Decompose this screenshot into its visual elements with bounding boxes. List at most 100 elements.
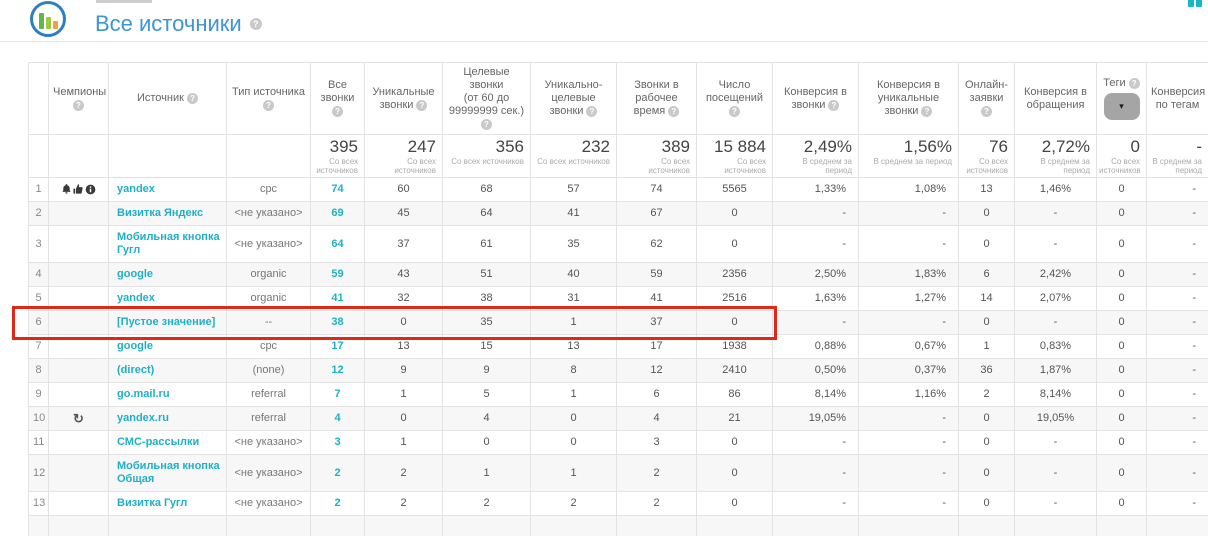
page-header: Все источники ? xyxy=(95,11,262,37)
metric-cell: - xyxy=(1014,201,1097,226)
metric-cell: 0 xyxy=(1096,310,1147,335)
column-header-label: Звонки в рабочее время xyxy=(633,79,679,117)
source-link[interactable]: google xyxy=(117,340,154,352)
metric-cell: 21 xyxy=(696,406,773,431)
source-link[interactable]: (direct) xyxy=(117,364,155,376)
metric-cell: 19,05% xyxy=(1014,406,1097,431)
column-help-icon[interactable]: ? xyxy=(981,106,992,117)
totals-cell: 0 Со всех источников xyxy=(1096,134,1147,178)
source-cell: google xyxy=(108,334,227,359)
column-help-icon[interactable]: ? xyxy=(263,99,274,111)
source-type-cell: cpc xyxy=(226,177,311,202)
thumbs-up-icon xyxy=(73,184,84,195)
metric-cell: 0,67% xyxy=(858,334,959,359)
metric-cell: 69 xyxy=(310,201,365,226)
column-help-icon[interactable]: ? xyxy=(73,99,84,111)
totals-caption: В среднем за период xyxy=(802,157,852,175)
all-calls-link[interactable]: 59 xyxy=(331,268,344,280)
metric-cell: - xyxy=(1146,358,1208,383)
metric-cell: - xyxy=(858,310,959,335)
metric-cell: 0,37% xyxy=(858,358,959,383)
column-help-icon[interactable]: ? xyxy=(921,106,933,117)
metric-cell: - xyxy=(858,201,959,226)
metric-cell: 0 xyxy=(696,454,773,492)
column-help-icon[interactable]: ? xyxy=(668,106,680,117)
column-help-icon[interactable]: ? xyxy=(481,119,492,130)
metric-cell: - xyxy=(858,430,959,455)
all-calls-link[interactable]: 41 xyxy=(331,292,344,304)
table-row: 5 yandex organic 41 32 38 31 41 2516 1,63% 1,27% 14… xyxy=(28,286,1208,311)
metric-cell: 3 xyxy=(616,430,697,455)
metric-cell: 6 xyxy=(958,262,1015,287)
column-help-icon[interactable]: ? xyxy=(1128,78,1140,89)
metric-cell: 4 xyxy=(442,406,531,431)
column-header-14: Теги ? ▾ xyxy=(1096,62,1147,135)
metric-cell: 0 xyxy=(1096,286,1147,311)
source-link[interactable]: Мобильная кнопка Общая xyxy=(117,460,220,485)
column-help-icon[interactable]: ? xyxy=(187,93,199,104)
all-calls-link[interactable]: 12 xyxy=(331,364,344,376)
column-help-icon[interactable]: ? xyxy=(332,106,343,117)
all-calls-link[interactable]: 17 xyxy=(331,340,344,352)
all-calls-link[interactable]: 69 xyxy=(331,207,344,219)
row-number-cell: 9 xyxy=(28,382,49,407)
column-help-icon[interactable]: ? xyxy=(828,99,840,111)
metric-cell: 0 xyxy=(1096,334,1147,359)
source-link[interactable]: СМС-рассылки xyxy=(117,436,200,448)
metric-cell: 14 xyxy=(958,286,1015,311)
all-calls-link[interactable]: 64 xyxy=(331,237,344,250)
metric-cell: 0 xyxy=(958,491,1015,516)
metric-cell: 1,83% xyxy=(858,262,959,287)
row-number-cell: 12 xyxy=(28,454,49,492)
all-calls-link[interactable]: 74 xyxy=(331,183,344,195)
all-calls-link[interactable]: 3 xyxy=(334,436,341,448)
metric-cell: 37 xyxy=(616,310,697,335)
metric-cell: 4 xyxy=(616,406,697,431)
metric-cell: 1,46% xyxy=(1014,177,1097,202)
metric-cell: - xyxy=(1146,491,1208,516)
column-help-icon[interactable]: ? xyxy=(729,106,740,117)
column-header-label: Число посещений xyxy=(705,79,764,104)
all-calls-link[interactable]: 7 xyxy=(334,388,341,400)
metric-cell: 0 xyxy=(364,310,443,335)
metric-cell: 2 xyxy=(958,382,1015,407)
column-help-icon[interactable]: ? xyxy=(416,99,428,111)
metric-cell: 2 xyxy=(530,491,617,516)
source-link[interactable]: [Пустое значение] xyxy=(117,316,216,328)
source-link[interactable]: yandex xyxy=(117,292,155,304)
source-link[interactable]: yandex xyxy=(117,183,155,195)
source-link[interactable]: yandex.ru xyxy=(117,412,169,424)
row-number-cell: 13 xyxy=(28,491,49,516)
row-number-cell: 11 xyxy=(28,430,49,455)
totals-caption: Со всех источников xyxy=(648,157,690,175)
table-row: 6 [Пустое значение] -- 38 0 35 1 37 0- -0-0- xyxy=(28,310,1208,335)
source-link[interactable]: go.mail.ru xyxy=(117,388,170,400)
champions-cell xyxy=(48,382,109,407)
metric-cell: 2,50% xyxy=(772,262,859,287)
column-header-1: Чемпионы ? xyxy=(48,62,109,135)
metric-cell: - xyxy=(772,310,859,335)
metric-cell: 41 xyxy=(310,286,365,311)
metric-cell: 1 xyxy=(530,382,617,407)
metric-cell: 0 xyxy=(1096,454,1147,492)
column-help-icon[interactable]: ? xyxy=(586,106,598,117)
title-help-icon[interactable]: ? xyxy=(249,18,262,30)
metric-cell: 45 xyxy=(364,201,443,226)
source-link[interactable]: Мобильная кнопка Гугл xyxy=(117,231,220,256)
metric-cell: 2 xyxy=(310,454,365,492)
totals-caption: Со всех источников xyxy=(394,157,436,175)
table-row: 4 google organic 59 43 51 40 59 2356 2,50% 1,83% 6 2… xyxy=(28,262,1208,287)
panel-toggle-icon[interactable] xyxy=(1188,0,1202,7)
source-link[interactable]: google xyxy=(117,268,154,280)
all-calls-link[interactable]: 2 xyxy=(334,466,341,479)
clipped-breadcrumb-fragment xyxy=(96,0,152,3)
all-calls-link[interactable]: 4 xyxy=(334,412,341,424)
metric-cell: 0 xyxy=(530,406,617,431)
metric-cell: 62 xyxy=(616,225,697,263)
source-link[interactable]: Визитка Яндекс xyxy=(117,207,204,219)
source-link[interactable]: Визитка Гугл xyxy=(117,497,188,509)
tags-filter-button[interactable]: ▾ xyxy=(1103,93,1140,120)
table-row: 2 Визитка Яндекс <не указано> 69 45 64 41 67 0- -… xyxy=(28,201,1208,226)
all-calls-link[interactable]: 38 xyxy=(331,316,344,328)
all-calls-link[interactable]: 2 xyxy=(334,497,341,509)
